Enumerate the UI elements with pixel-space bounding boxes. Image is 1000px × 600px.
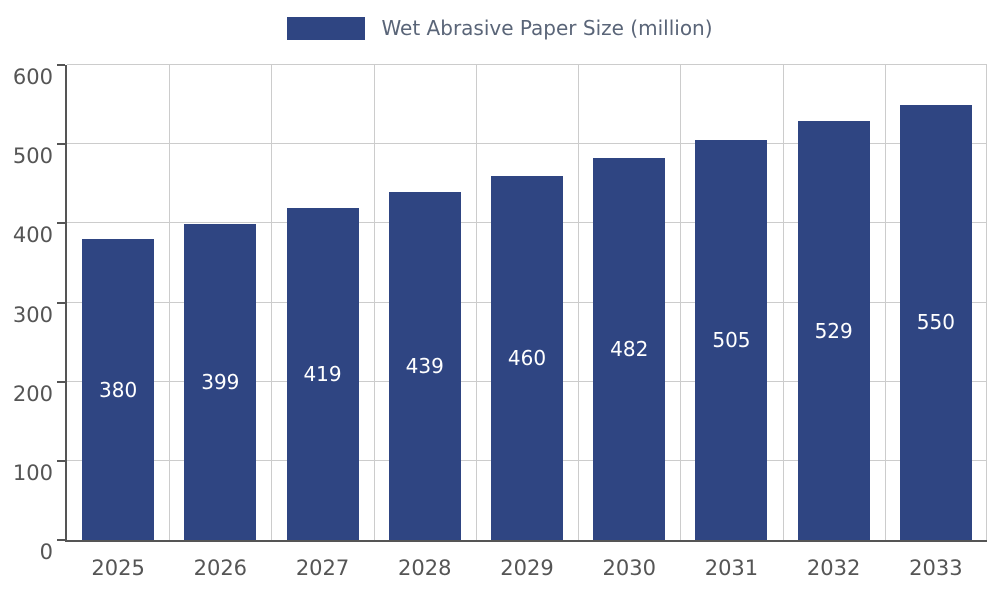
bar: 529 (797, 121, 870, 540)
y-tick-mark (57, 143, 65, 146)
bar: 505 (695, 140, 768, 540)
x-tick-label: 2027 (295, 556, 350, 580)
bar: 380 (82, 239, 155, 540)
y-tick-label: 500 (12, 144, 53, 169)
bar: 439 (388, 192, 461, 540)
y-tick-mark (57, 222, 65, 225)
y-tick-label: 400 (12, 223, 53, 248)
plot-area: 0 100 200 300 400 500 600 380 2025 399 2026 419 2027… (13, 64, 987, 580)
y-tick-mark (57, 64, 65, 66)
y-tick-mark (57, 459, 65, 462)
gridline-vertical (782, 65, 784, 540)
gridline-vertical (169, 65, 171, 540)
x-tick-label: 2033 (909, 556, 963, 580)
y-tick-label: 0 (39, 540, 53, 564)
gridline-vertical (986, 65, 987, 540)
gridline-vertical (680, 65, 682, 540)
y-tick-label: 200 (12, 381, 53, 406)
x-tick-label: 2026 (193, 556, 248, 580)
bar-value-label: 529 (814, 318, 853, 343)
x-tick-label: 2030 (602, 556, 656, 580)
y-tick-label: 100 (12, 460, 53, 485)
bar: 482 (593, 158, 666, 540)
y-tick-mark (57, 380, 65, 383)
bar-value-label: 439 (405, 354, 444, 379)
bar-value-label: 482 (610, 337, 649, 362)
bar-value-label: 399 (201, 370, 240, 395)
gridline-vertical (884, 65, 886, 540)
legend-swatch (287, 16, 366, 40)
x-tick-label: 2031 (704, 556, 759, 580)
gridline-vertical (373, 65, 375, 540)
y-tick-label: 300 (12, 302, 53, 327)
bar-value-label: 505 (712, 328, 751, 353)
gridline-vertical (271, 65, 273, 540)
x-tick-label: 2029 (500, 556, 554, 580)
y-tick-mark (57, 301, 65, 304)
bar: 399 (184, 224, 257, 540)
bar-value-label: 460 (507, 345, 547, 370)
y-tick-label: 600 (12, 65, 53, 89)
legend-label: Wet Abrasive Paper Size (million) (381, 16, 713, 40)
x-tick-label: 2025 (91, 556, 145, 580)
bar: 550 (899, 104, 972, 540)
x-tick-label: 2028 (398, 556, 452, 580)
bar: 460 (491, 175, 563, 540)
bar-value-label: 550 (916, 310, 955, 335)
bar-value-label: 380 (99, 377, 138, 402)
x-tick-label: 2032 (806, 556, 861, 580)
chart-legend: Wet Abrasive Paper Size (million) (0, 16, 1000, 40)
y-tick-mark (57, 539, 65, 541)
bar-value-label: 419 (303, 362, 342, 387)
bar: 419 (286, 208, 359, 540)
gridline-vertical (475, 65, 477, 540)
gridline-horizontal (67, 143, 987, 145)
gridline-horizontal (67, 64, 987, 65)
gridline-vertical (578, 65, 580, 540)
